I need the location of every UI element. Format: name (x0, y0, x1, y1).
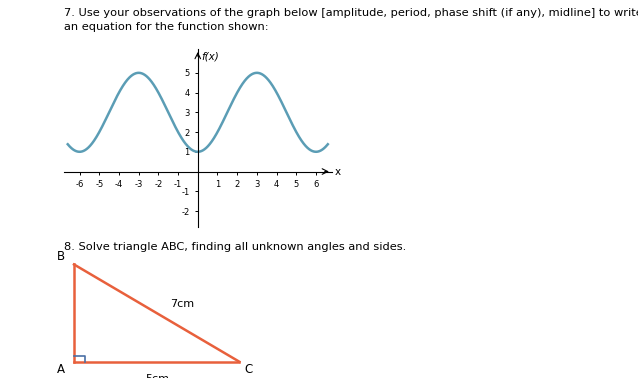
Text: 7. Use your observations of the graph below [amplitude, period, phase shift (if : 7. Use your observations of the graph be… (64, 8, 638, 31)
Text: 7cm: 7cm (170, 299, 195, 309)
Text: 8. Solve triangle ABC, finding all unknown angles and sides.: 8. Solve triangle ABC, finding all unkno… (64, 242, 406, 252)
Text: 5cm: 5cm (145, 374, 168, 378)
Text: C: C (244, 363, 252, 376)
Text: B: B (57, 250, 65, 263)
Text: A: A (57, 363, 65, 376)
Text: x: x (335, 167, 341, 177)
Text: f(x): f(x) (202, 51, 219, 61)
